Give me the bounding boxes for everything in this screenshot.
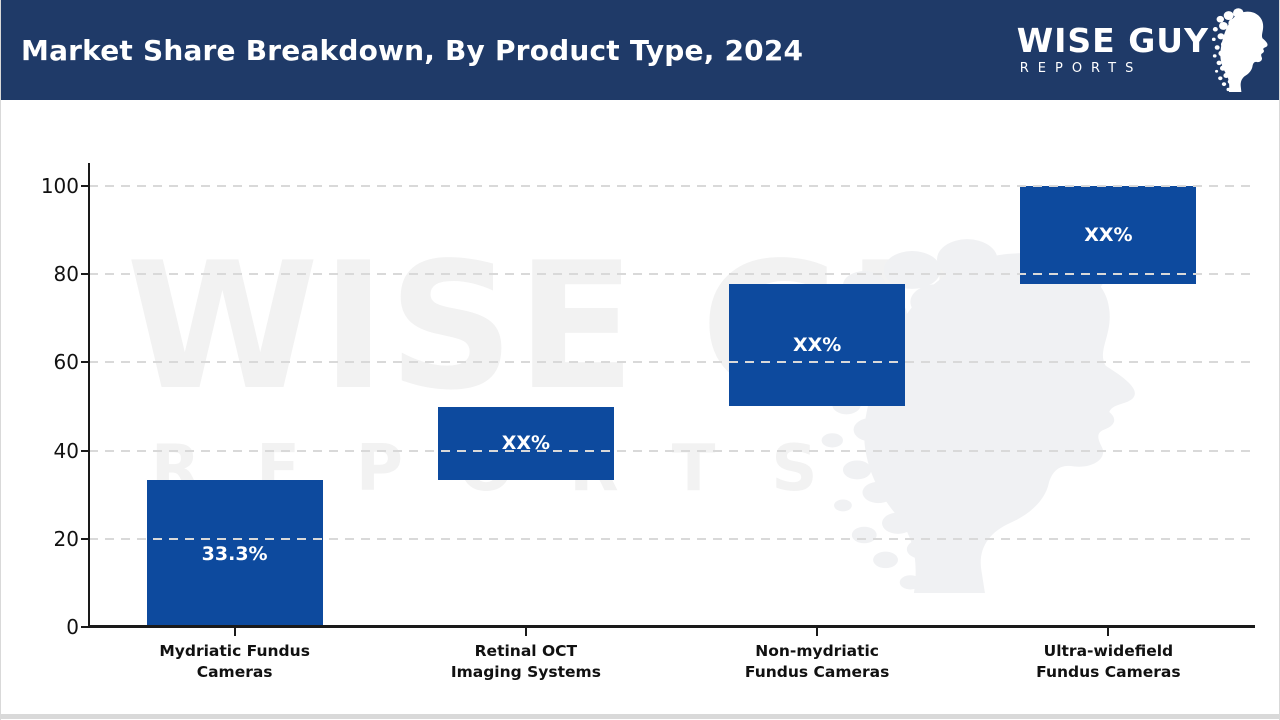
y-tick-20	[81, 537, 89, 540]
header-bar: Market Share Breakdown, By Product Type,…	[1, 0, 1279, 100]
y-axis-spine	[88, 163, 90, 628]
y-tick-label-60: 60	[53, 350, 79, 375]
x-tick-4	[1107, 628, 1110, 636]
y-tick-label-0: 0	[66, 615, 79, 639]
y-tick-label-40: 40	[53, 438, 79, 463]
gridline-100	[89, 185, 1254, 187]
y-tick-80	[81, 273, 89, 276]
category-label-3: Non-mydriatic Fundus Cameras	[744, 642, 890, 681]
y-tick-label-20: 20	[53, 526, 79, 551]
bar-1	[146, 480, 323, 627]
x-tick-3	[816, 628, 819, 636]
y-tick-label-80: 80	[53, 262, 79, 287]
footer-band	[1, 714, 1279, 719]
bar-4	[1020, 186, 1197, 284]
brand-name: WISE GUY	[1016, 21, 1209, 60]
bar-value-label-2: XX%	[501, 432, 551, 455]
x-tick-2	[524, 628, 527, 636]
bar-3	[729, 283, 906, 407]
x-tick-1	[233, 628, 236, 636]
bar-value-label-1: 33.3%	[201, 542, 268, 565]
bar-2	[437, 406, 614, 481]
page-title: Market Share Breakdown, By Product Type,…	[21, 33, 804, 67]
y-tick-40	[81, 449, 89, 452]
gridline-20	[89, 537, 1254, 540]
y-tick-60	[81, 361, 89, 364]
gridline-40	[89, 449, 1254, 452]
plot-area: 0 20 40 60 80 100 33.3% Mydriatic Fundus Camera…	[1, 100, 1279, 714]
category-label-4: Ultra-widefield Fundus Cameras	[1036, 642, 1181, 681]
y-tick-0	[81, 626, 89, 628]
bar-value-label-3: XX%	[792, 334, 842, 357]
gridline-80	[89, 273, 1254, 276]
category-label-1: Mydriatic Fundus Cameras	[159, 642, 310, 681]
y-tick-100	[81, 185, 89, 187]
x-axis-line	[88, 625, 1255, 628]
brand-logo-text: WISE GUY REPORTS	[1016, 21, 1209, 77]
category-label-2: Retinal OCT Imaging Systems	[450, 642, 601, 681]
brand-logo: WISE GUY REPORTS	[1017, 0, 1273, 100]
brand-subname: REPORTS	[1019, 61, 1143, 76]
dotted-face-logo-icon	[1211, 8, 1268, 92]
bar-value-label-4: XX%	[1084, 223, 1133, 246]
gridline-60	[89, 361, 1254, 364]
y-tick-label-100: 100	[40, 174, 79, 198]
